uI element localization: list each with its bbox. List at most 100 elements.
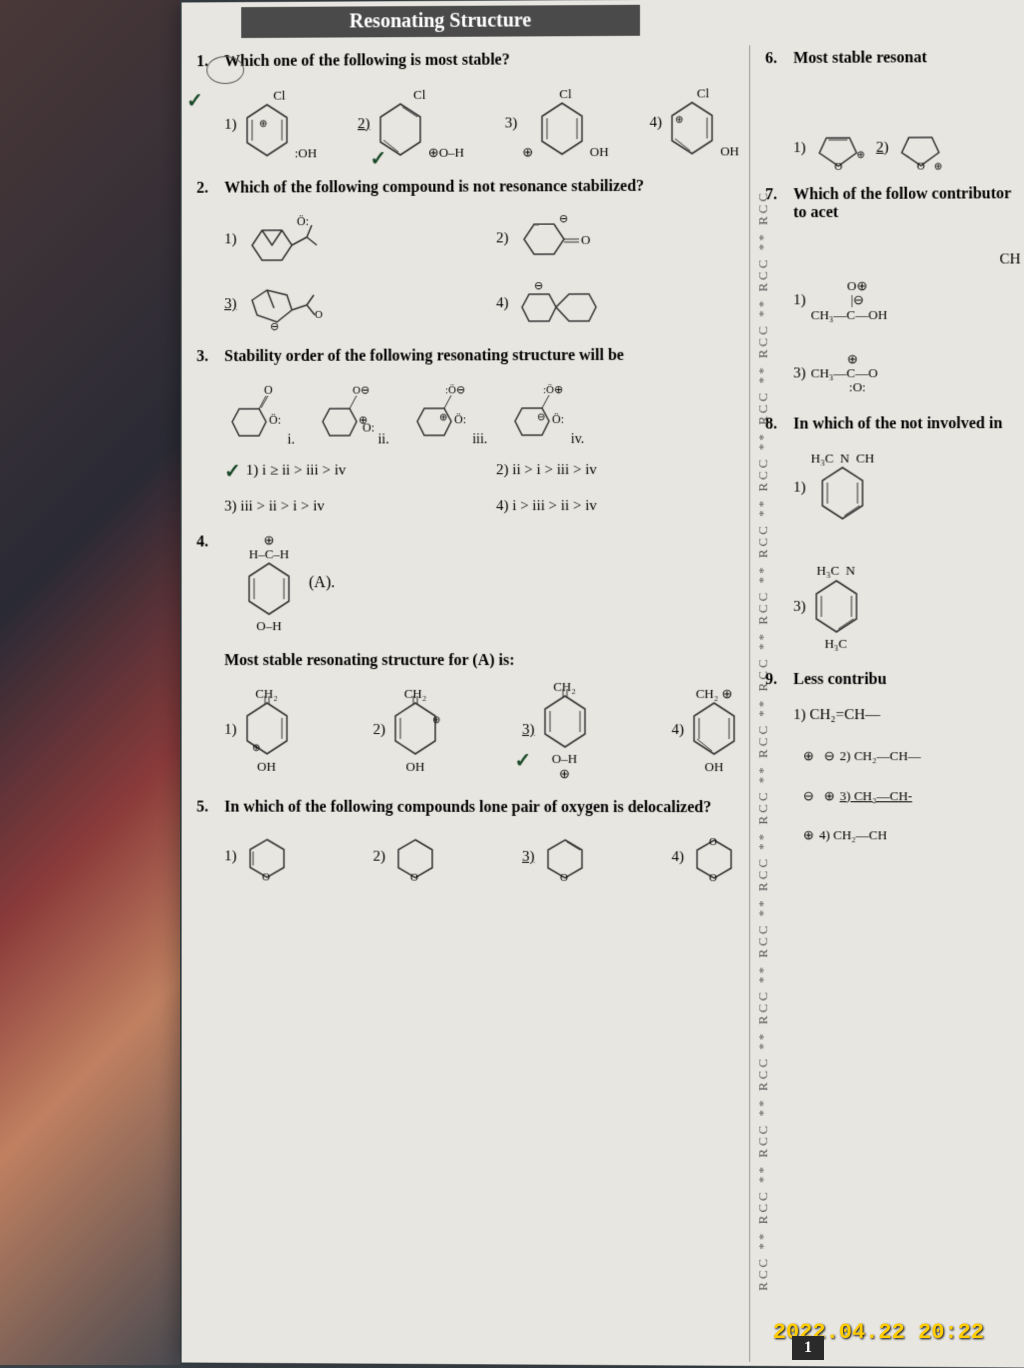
circle-annotation xyxy=(206,56,244,84)
q8-opt3: 3) H₃C N H₃C xyxy=(793,564,1020,651)
page-number: 1 xyxy=(792,1336,824,1360)
svg-text:⊕: ⊕ xyxy=(439,412,447,423)
q3-options: ✓ 1) i ≥ ii > iii > iv 2) ii > i > iii >… xyxy=(224,457,739,515)
svg-text:O: O xyxy=(917,161,925,173)
q5-opt2: 2) O xyxy=(373,835,440,880)
furan-structure: O⊕ xyxy=(811,128,866,168)
q5-opt1: 1) O xyxy=(224,834,291,879)
q2-opt2: 2) O⊖ xyxy=(496,213,739,264)
svg-text:O:: O: xyxy=(362,420,374,434)
q4-opt3: 3) CH₂ O–H⊕ ✓ xyxy=(522,680,589,781)
svg-text:⊖: ⊖ xyxy=(559,213,568,225)
question-7: 7. Which of the follow contributor to ac… xyxy=(765,185,1020,222)
q9-options: 1) CH₂=CH— ⊕ ⊖ 2) CH₂—CH— ⊖ ⊕ 3) CH₂—CH-… xyxy=(793,707,1020,842)
svg-text:O: O xyxy=(560,872,568,884)
question-number: 6. xyxy=(765,50,793,68)
q7-options: 1) O⊕ |⊖ CH₃—C—OH 3) ⊕ CH₃—C—O :O: xyxy=(793,279,1020,396)
svg-text:O: O xyxy=(709,836,717,848)
q1-opt3: 3) Cl⊕ OH xyxy=(505,87,609,160)
q3-structures: OÖ: i. O⊖⊕O: ii. :Ö⊖⊕Ö: iii. :Ö⊕⊖Ö: iv. xyxy=(224,382,739,448)
q3-opt1: ✓ 1) i ≥ ii > iii > iv xyxy=(224,458,466,483)
q4-options: 1) CH₂ ⊕ OH 2) CH₂ ⊕ OH 3) xyxy=(224,680,739,781)
question-text: Which of the follow contributor to acet xyxy=(793,185,1020,222)
svg-text:O: O xyxy=(410,872,418,884)
content-area: 1. Which one of the following is most st… xyxy=(182,44,1024,1364)
q4-opt1: 1) CH₂ ⊕ OH xyxy=(224,680,291,781)
svg-text::Ö⊖: :Ö⊖ xyxy=(445,384,465,396)
svg-text:O: O xyxy=(262,871,270,883)
q8-opt1: 1) H₃C N CH xyxy=(793,451,1020,524)
question-number: 8. xyxy=(765,415,793,433)
q5-opt4: 4) OO xyxy=(672,835,740,880)
q9-opt1: 1) CH₂=CH— xyxy=(793,707,1020,724)
q9-opt3: ⊖ ⊕ 3) CH₂—CH- xyxy=(793,789,1020,804)
q4-subtext: Most stable resonating structure for (A)… xyxy=(224,652,739,670)
svg-text:O: O xyxy=(581,232,590,247)
svg-text:⊕: ⊕ xyxy=(259,119,267,130)
question-text: Most stable resonat xyxy=(793,49,1020,68)
svg-text:Ö:: Ö: xyxy=(269,412,281,426)
svg-text:O: O xyxy=(709,872,717,884)
question-number: 2. xyxy=(197,179,225,197)
pyran-structure: O xyxy=(242,834,292,879)
svg-text:⊕: ⊕ xyxy=(252,743,260,754)
question-3: 3. Stability order of the following reso… xyxy=(197,346,740,366)
q6-options: 1) O⊕ 2) O⊕ xyxy=(793,127,1020,168)
checkmark-icon: ✓ xyxy=(224,458,241,483)
svg-text:⊖: ⊖ xyxy=(537,412,545,423)
structure-iv: :Ö⊕⊖Ö: iv. xyxy=(507,383,584,448)
benzene-structure: Cl ⊕O–H ✓ xyxy=(375,88,464,161)
question-number: 9. xyxy=(765,671,793,689)
question-5: 5. In which of the following compounds l… xyxy=(197,799,740,818)
question-1: 1. Which one of the following is most st… xyxy=(197,50,740,71)
svg-text::Ö⊕: :Ö⊕ xyxy=(543,384,563,396)
q5-opt3: 3) O ✓ xyxy=(522,835,589,880)
left-column: 1. Which one of the following is most st… xyxy=(182,45,751,1362)
svg-text:Ö:: Ö: xyxy=(552,412,564,426)
question-8: 8. In which of the not involved in xyxy=(765,415,1020,434)
benzene-structure: Cl ⊕ :OH xyxy=(242,88,317,161)
q9-opt2: ⊕ ⊖ 2) CH₂—CH— xyxy=(793,749,1020,763)
q7-opt3: 3) ⊕ CH₃—C—O :O: xyxy=(793,352,1020,396)
right-column: 6. Most stable resonat 1) O⊕ 2) O⊕ 7. Wh… xyxy=(750,44,1024,1364)
checkmark-icon: ✓ xyxy=(370,148,387,170)
question-text: In which of the following compounds lone… xyxy=(224,799,739,818)
q5-options: 1) O 2) O 3) O ✓ 4) OO xyxy=(224,834,739,880)
formula: O⊕ |⊖ CH₃—C—OH xyxy=(811,279,887,322)
svg-text:Ö:: Ö: xyxy=(296,214,308,228)
question-text: Less contribu xyxy=(793,671,1020,689)
q2-options: 1) Ö: 2) O⊖ 3) ⊖O 4) ⊖ xyxy=(224,213,739,330)
svg-text:O: O xyxy=(314,308,322,320)
furan-structure: O⊕ xyxy=(894,127,944,167)
aniline-structure: H₃C N CH xyxy=(811,451,874,524)
checkmark-icon: ✓ xyxy=(515,750,532,772)
q1-opt1: 1) Cl ⊕ :OH xyxy=(224,88,317,161)
q2-opt1: 1) Ö: xyxy=(224,214,466,265)
question-number: 7. xyxy=(765,186,793,204)
q1-options: 1) Cl ⊕ :OH 2) Cl ⊕O–H ✓ xyxy=(224,86,739,161)
svg-text:⊕: ⊕ xyxy=(934,161,942,172)
question-4: 4. ⊕ H–C–H O–H (A). xyxy=(197,532,740,634)
question-number: 5. xyxy=(197,799,225,817)
dioxane-structure: OO xyxy=(689,835,739,880)
bicyclic-structure: ⊖ xyxy=(514,279,604,329)
question-text: In which of the not involved in xyxy=(793,415,1020,434)
q9-opt4: ⊕ 4) CH₂—CH xyxy=(793,828,1020,843)
q3-opt4: 4) i > iii > ii > iv xyxy=(496,497,739,514)
q7-label: CH xyxy=(793,251,1020,269)
bicyclic-structure: Ö: xyxy=(242,215,322,265)
question-number: 4. xyxy=(197,533,225,551)
q2-opt4: 4) ⊖ xyxy=(496,278,739,329)
svg-text:⊖: ⊖ xyxy=(270,321,279,333)
q3-opt2: 2) ii > i > iii > iv xyxy=(496,457,739,482)
q1-opt4: 4) Cl ⊕ OH xyxy=(649,86,739,159)
question-text: Stability order of the following resonat… xyxy=(224,346,739,365)
svg-text:O: O xyxy=(834,161,842,173)
benzene-structure: CH₂ ⊕ OH xyxy=(390,687,440,774)
question-text: Which of the following compound is not r… xyxy=(224,177,739,197)
svg-text:O: O xyxy=(264,382,273,396)
q3-opt3: 3) iii > ii > i > iv xyxy=(224,498,466,515)
svg-text:Ö:: Ö: xyxy=(454,412,466,426)
structure-ii: O⊖⊕O: ii. xyxy=(315,383,389,448)
svg-text:⊖: ⊖ xyxy=(534,280,543,292)
